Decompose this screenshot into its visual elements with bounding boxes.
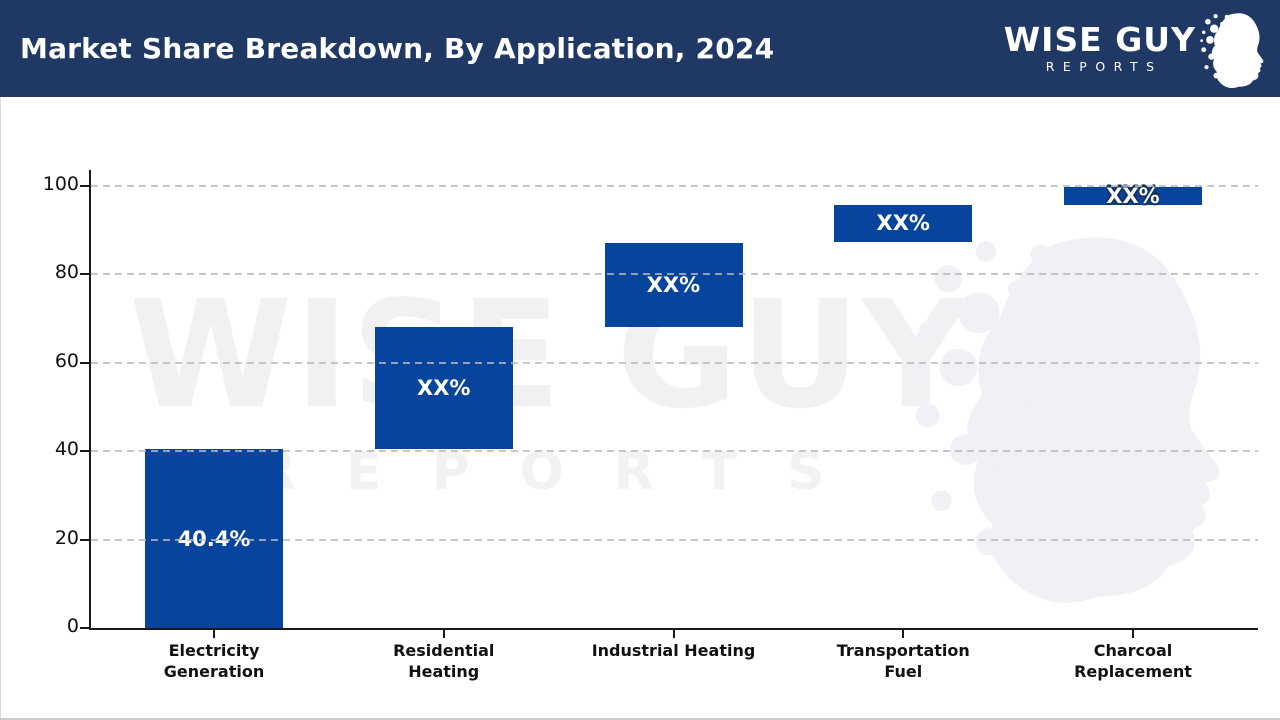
brand-text: WISE GUY REPORTS (1004, 23, 1196, 74)
y-tick-mark-0 (80, 627, 89, 629)
watermark-face (910, 237, 1220, 603)
y-tick-label-100: 100 (42, 173, 79, 195)
x-tick-mark-3 (902, 630, 905, 638)
bar-industrial-heating: XX% (604, 242, 743, 327)
y-tick-label-80: 80 (54, 261, 79, 284)
bar-value-label-transportation-fuel: XX% (876, 211, 930, 236)
x-category-label-electricity-generation: Electricity Generation (163, 641, 265, 682)
wise-guy-face-icon (1200, 12, 1264, 88)
y-tick-mark-100 (80, 185, 89, 187)
y-tick-label-40: 40 (54, 438, 79, 461)
gridline-60 (91, 361, 1258, 364)
watermark-text-line1: WISE GUY (129, 269, 972, 441)
brand-subtitle: REPORTS (1045, 59, 1163, 74)
bar-value-label-charcoal-replacement: XX% (1106, 184, 1160, 209)
bar-charcoal-replacement: XX% (1064, 184, 1202, 209)
header-bar: Market Share Breakdown, By Application, … (0, 0, 1280, 97)
y-tick-label-0: 0 (66, 615, 79, 637)
x-tick-mark-0 (213, 630, 215, 638)
bar-value-label-industrial-heating: XX% (646, 272, 701, 297)
plot-area: 0 20 40 60 80 100 40.4% XX% XX% XX% XX% Electricity… (43, 170, 1258, 681)
brand-logo: WISE GUY REPORTS (1004, 7, 1270, 91)
x-category-label-charcoal-replacement: Charcoal Replacement (1074, 641, 1192, 682)
page-title: Market Share Breakdown, By Application, … (20, 32, 775, 65)
bar-value-label-residential-heating: XX% (417, 375, 471, 400)
x-tick-mark-4 (1132, 630, 1134, 638)
y-tick-mark-20 (80, 538, 89, 541)
y-tick-mark-40 (80, 450, 89, 453)
chart-canvas: WISE GUY REPORTS 0 20 40 60 80 100 40.4% XX% XX%… (0, 97, 1280, 718)
x-category-label-industrial-heating: Industrial Heating (591, 641, 756, 660)
y-tick-mark-80 (80, 273, 89, 276)
y-tick-label-20: 20 (54, 526, 79, 549)
gridline-40 (91, 450, 1258, 453)
y-tick-mark-60 (80, 361, 89, 364)
x-tick-mark-2 (672, 630, 675, 638)
x-category-label-transportation-fuel: Transportation Fuel (836, 641, 970, 682)
y-tick-label-60: 60 (54, 349, 79, 372)
page-bottom-divider (0, 718, 1280, 720)
gridline-20 (91, 538, 1258, 541)
gridline-100 (91, 185, 1258, 187)
x-tick-mark-1 (442, 630, 445, 638)
brand-name: WISE GUY (1003, 20, 1196, 59)
bar-residential-heating: XX% (374, 326, 513, 449)
x-category-label-residential-heating: Residential Heating (393, 641, 495, 682)
gridline-80 (91, 273, 1258, 276)
bar-transportation-fuel: XX% (834, 204, 973, 242)
